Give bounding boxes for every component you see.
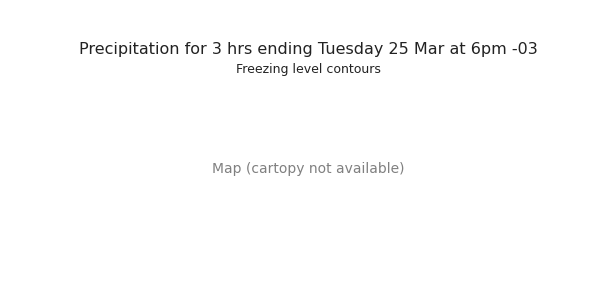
Text: Freezing level contours: Freezing level contours: [236, 63, 380, 76]
Text: Precipitation for 3 hrs ending Tuesday 25 Mar at 6pm -03: Precipitation for 3 hrs ending Tuesday 2…: [79, 42, 537, 57]
Text: Map (cartopy not available): Map (cartopy not available): [212, 163, 404, 176]
